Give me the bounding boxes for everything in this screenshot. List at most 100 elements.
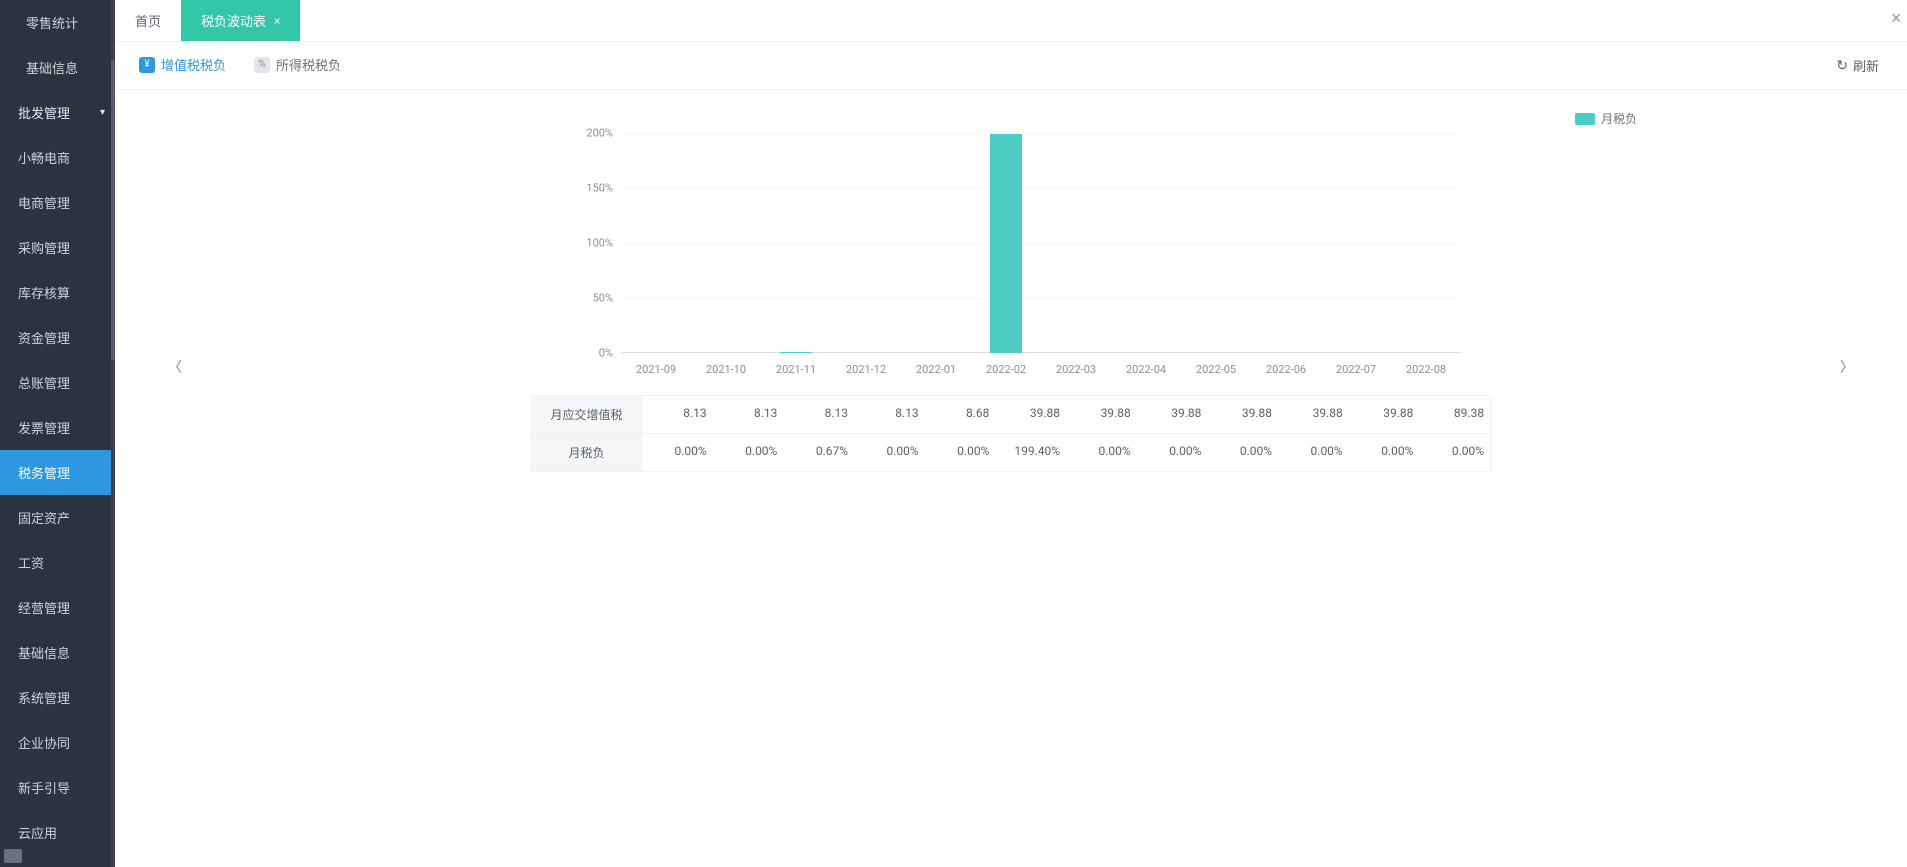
sidebar-item-16[interactable]: 企业协同 (0, 720, 115, 765)
x-axis-labels: 2021-092021-102021-112021-122022-012022-… (621, 355, 1461, 383)
sidebar-item-13[interactable]: 经营管理 (0, 585, 115, 630)
subtab-income-label: 所得税税负 (276, 55, 341, 74)
bar-slot (1111, 133, 1181, 353)
refresh-label: 刷新 (1853, 56, 1879, 75)
chart-bar[interactable] (990, 134, 1022, 353)
table-cell: 8.13 (713, 396, 784, 433)
sidebar-item-label: 基础信息 (18, 643, 70, 662)
table-cell: 8.13 (642, 396, 713, 433)
sidebar-item-14[interactable]: 基础信息 (0, 630, 115, 675)
sidebar-item-12[interactable]: 工资 (0, 540, 115, 585)
close-icon[interactable]: × (274, 14, 280, 28)
sidebar-item-label: 零售统计 (26, 13, 78, 32)
sidebar-item-label: 基础信息 (26, 58, 78, 77)
x-tick-label: 2022-04 (1111, 355, 1181, 383)
sidebar-item-8[interactable]: 总账管理 (0, 360, 115, 405)
sidebar-item-label: 固定资产 (18, 508, 70, 527)
bar-slot (971, 133, 1041, 353)
x-tick-label: 2022-06 (1251, 355, 1321, 383)
x-tick-label: 2022-07 (1321, 355, 1391, 383)
sidebar-item-label: 新手引导 (18, 778, 70, 797)
table-cell: 0.00% (925, 434, 996, 471)
table-cell: 0.00% (1137, 434, 1208, 471)
table-cell: 0.00% (642, 434, 713, 471)
y-tick-label: 50% (593, 292, 613, 305)
tab-home-label: 首页 (135, 11, 161, 30)
tab-tax-fluctuation[interactable]: 税负波动表 × (181, 0, 300, 41)
bar-slot (761, 133, 831, 353)
sidebar-item-9[interactable]: 发票管理 (0, 405, 115, 450)
sidebar-item-label: 小畅电商 (18, 148, 70, 167)
tab-home[interactable]: 首页 (115, 0, 181, 41)
row2-header: 月税负 (532, 434, 642, 471)
page-tabs: 首页 税负波动表 × (115, 0, 1907, 42)
sidebar-item-label: 税务管理 (18, 463, 70, 482)
chart-scroll-left[interactable]: 〈 (155, 133, 195, 383)
sidebar: 零售统计基础信息批发管理▾小畅电商电商管理采购管理库存核算资金管理总账管理发票管… (0, 0, 115, 867)
bar-slot (1181, 133, 1251, 353)
sidebar-item-1[interactable]: 基础信息 (0, 45, 115, 90)
refresh-button[interactable]: ↻ 刷新 (1836, 56, 1897, 75)
sidebar-item-7[interactable]: 资金管理 (0, 315, 115, 360)
table-cell: 89.38 (1419, 396, 1490, 433)
sidebar-item-5[interactable]: 采购管理 (0, 225, 115, 270)
sidebar-item-label: 企业协同 (18, 733, 70, 752)
table-cell: 8.13 (783, 396, 854, 433)
data-table: 月应交增值税 8.138.138.138.138.6839.8839.8839.… (531, 395, 1491, 472)
sidebar-item-label: 云应用 (18, 823, 57, 842)
x-tick-label: 2022-08 (1391, 355, 1461, 383)
sidebar-item-label: 电商管理 (18, 193, 70, 212)
table-cell: 0.00% (713, 434, 784, 471)
x-tick-label: 2021-12 (831, 355, 901, 383)
chart-bar[interactable] (780, 352, 812, 353)
sidebar-item-6[interactable]: 库存核算 (0, 270, 115, 315)
x-tick-label: 2021-10 (691, 355, 761, 383)
table-cell: 8.68 (925, 396, 996, 433)
chart-legend: 月税负 (155, 110, 1867, 127)
chevron-right-icon: 〉 (1840, 357, 1854, 377)
sidebar-item-label: 库存核算 (18, 283, 70, 302)
sidebar-item-17[interactable]: 新手引导 (0, 765, 115, 810)
table-cell: 0.00% (1419, 434, 1490, 471)
sidebar-collapse-button[interactable] (4, 849, 22, 863)
sidebar-item-10[interactable]: 税务管理 (0, 450, 115, 495)
sidebar-item-label: 采购管理 (18, 238, 70, 257)
sidebar-item-label: 资金管理 (18, 328, 70, 347)
chevron-down-icon: ▾ (100, 107, 105, 118)
x-tick-label: 2021-09 (621, 355, 691, 383)
subtab-vat[interactable]: ¥ 增值税税负 (125, 42, 240, 90)
bar-slot (621, 133, 691, 353)
bar-slot (1251, 133, 1321, 353)
table-cell: 0.00% (1066, 434, 1137, 471)
sidebar-item-15[interactable]: 系统管理 (0, 675, 115, 720)
x-tick-label: 2022-01 (901, 355, 971, 383)
income-tax-icon: % (254, 57, 270, 73)
bar-slot (1391, 133, 1461, 353)
table-cell: 0.00% (1278, 434, 1349, 471)
table-cell: 8.13 (854, 396, 925, 433)
x-tick-label: 2022-02 (971, 355, 1041, 383)
chart-scroll-right[interactable]: 〉 (1827, 133, 1867, 383)
chart-bars (621, 133, 1461, 353)
y-axis-labels: 0%50%100%150%200% (561, 133, 619, 353)
table-cell: 39.88 (995, 396, 1066, 433)
sidebar-item-label: 工资 (18, 553, 44, 572)
sidebar-item-4[interactable]: 电商管理 (0, 180, 115, 225)
sidebar-item-2[interactable]: 批发管理▾ (0, 90, 115, 135)
content-panel: ¥ 增值税税负 % 所得税税负 ↻ 刷新 月税负 (115, 42, 1907, 867)
y-tick-label: 150% (586, 182, 613, 195)
refresh-icon: ↻ (1836, 58, 1848, 74)
sidebar-item-11[interactable]: 固定资产 (0, 495, 115, 540)
bar-slot (831, 133, 901, 353)
sidebar-item-0[interactable]: 零售统计 (0, 0, 115, 45)
close-all-tabs-icon[interactable]: × (1891, 8, 1901, 29)
sidebar-item-3[interactable]: 小畅电商 (0, 135, 115, 180)
bar-slot (1041, 133, 1111, 353)
tab-active-label: 税负波动表 (201, 11, 266, 30)
subtabs: ¥ 增值税税负 % 所得税税负 ↻ 刷新 (115, 42, 1907, 90)
chart-area: 0%50%100%150%200% 2021-092021-102021-112… (561, 133, 1461, 383)
subtab-income-tax[interactable]: % 所得税税负 (240, 42, 355, 90)
sidebar-item-label: 发票管理 (18, 418, 70, 437)
table-cell: 0.00% (854, 434, 925, 471)
bar-slot (691, 133, 761, 353)
